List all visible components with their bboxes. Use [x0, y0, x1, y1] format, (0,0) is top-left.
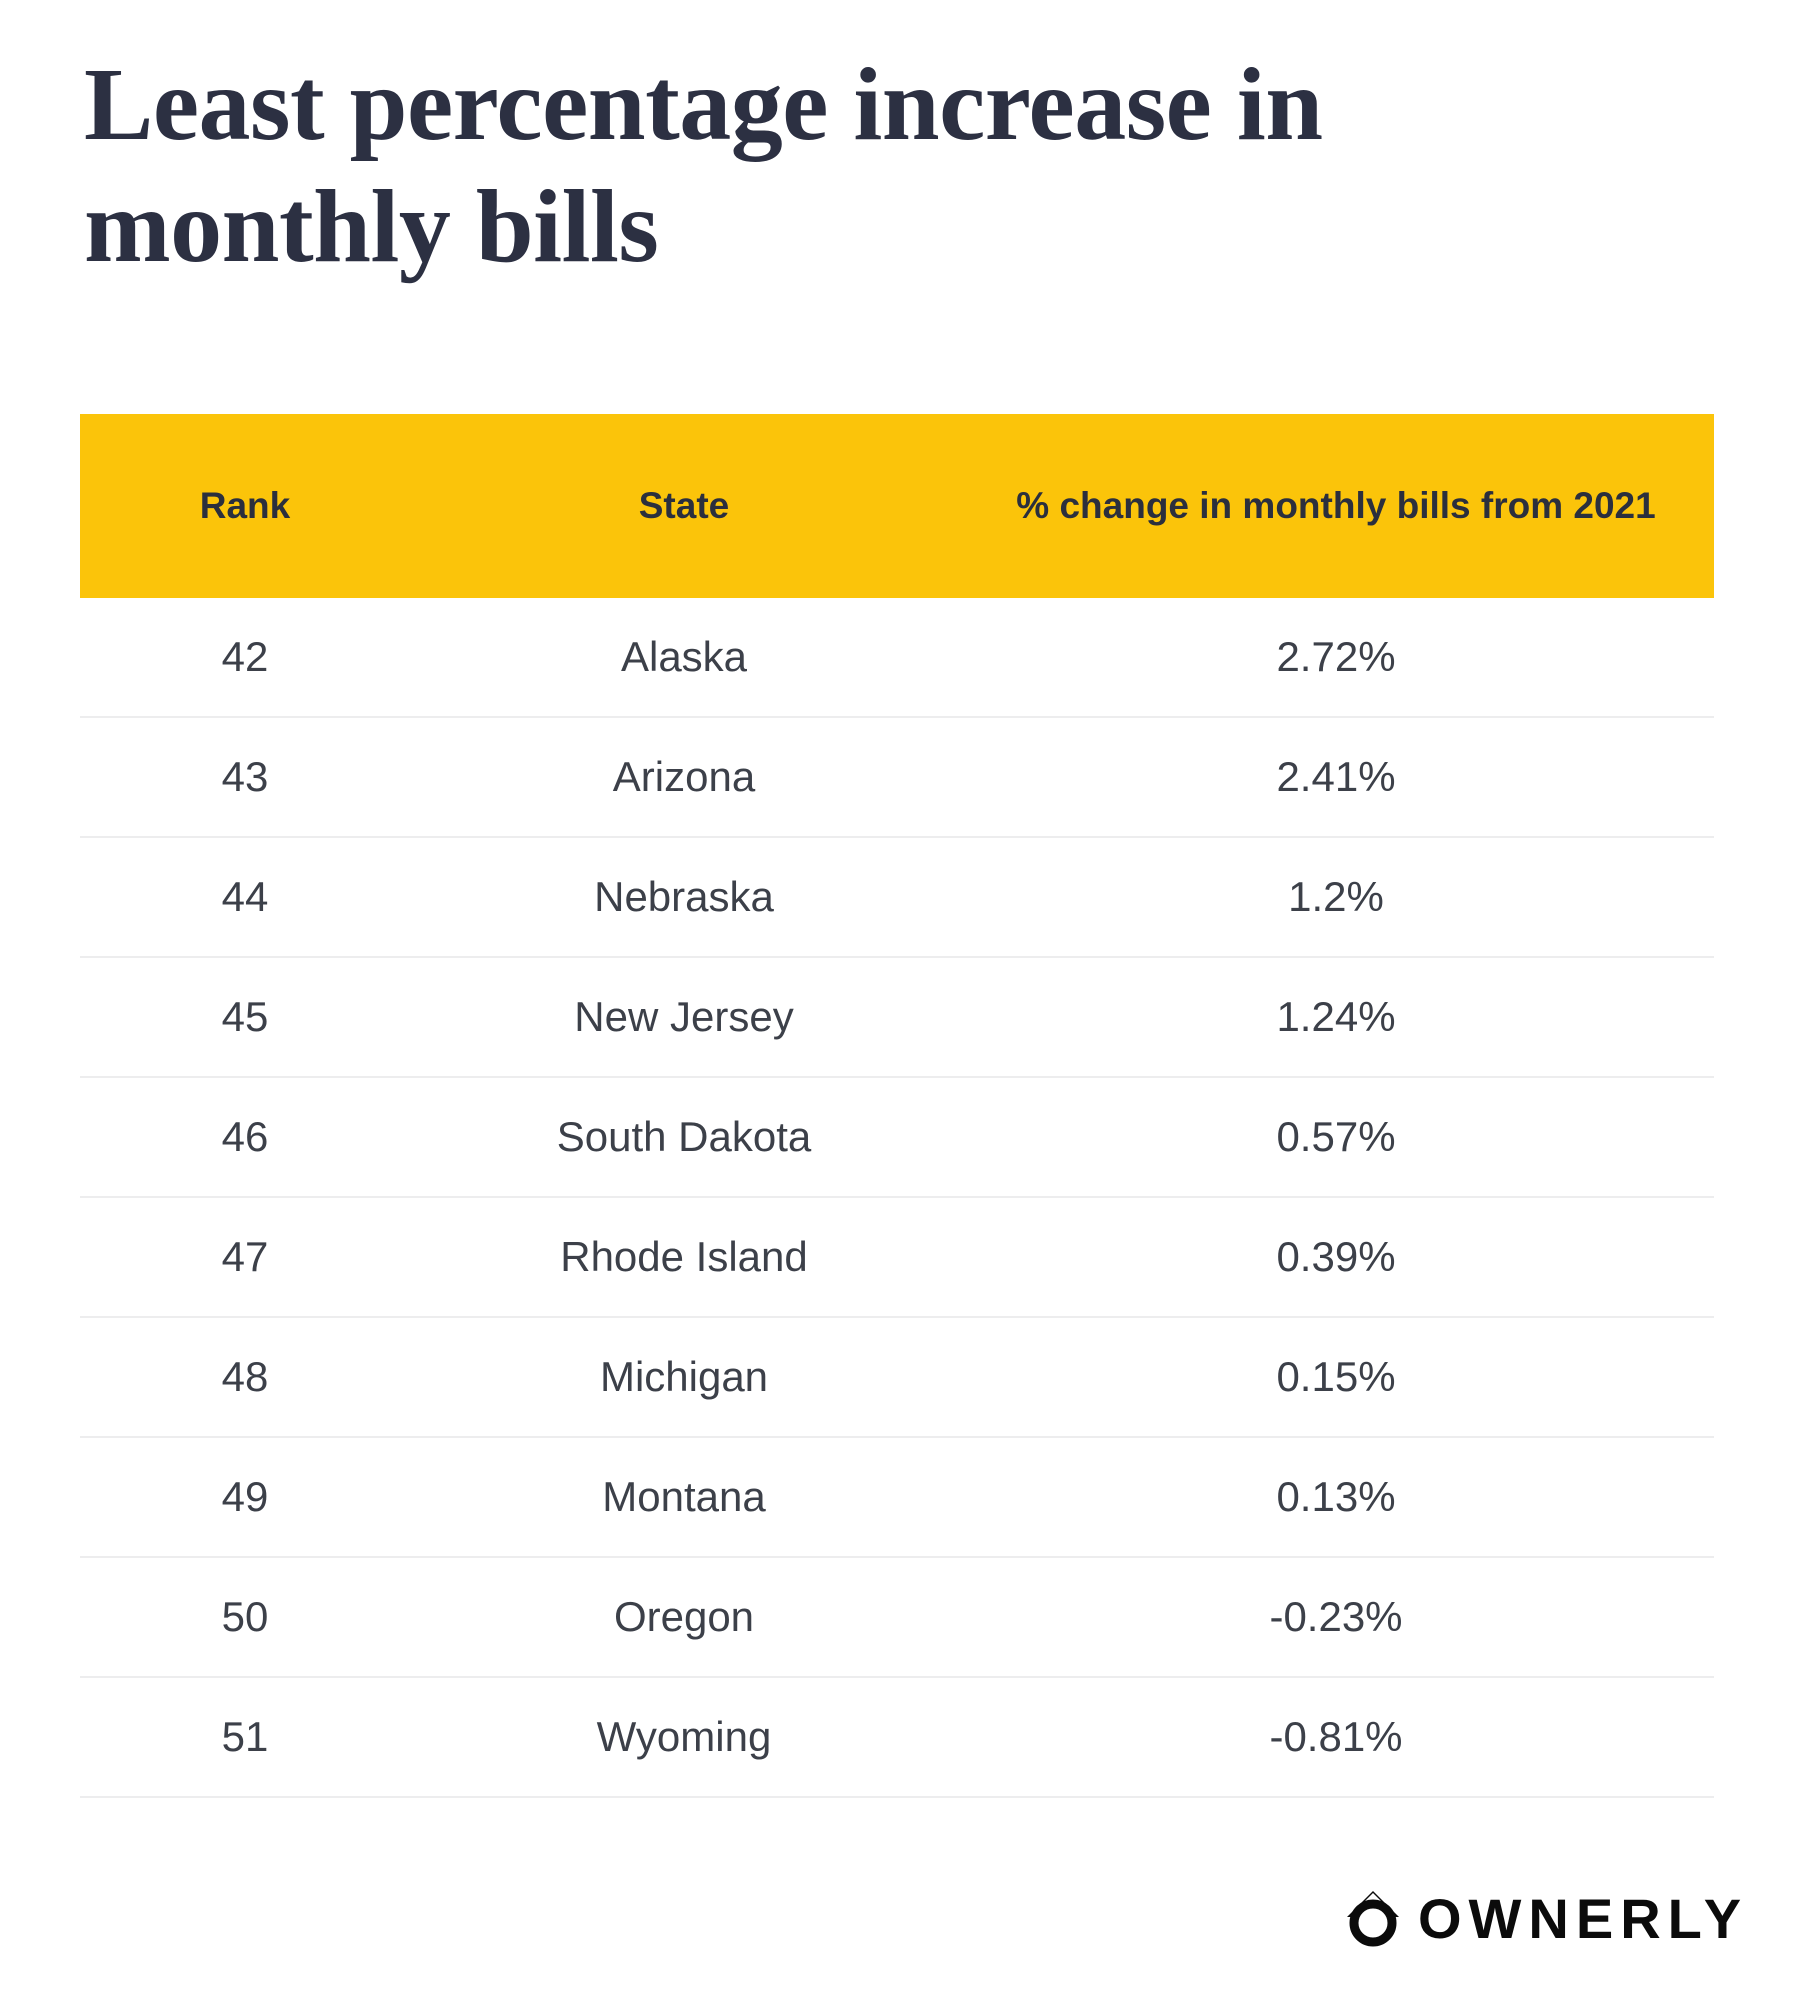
cell-state: Arizona: [612, 752, 756, 800]
table-row: 44 Nebraska 1.2%: [80, 837, 1714, 957]
column-header-state: State: [638, 485, 730, 527]
cell-rank: 45: [221, 992, 269, 1040]
brand-name: OWNERLY: [1418, 1887, 1749, 1950]
cell-state: Montana: [602, 1472, 766, 1520]
cell-pct: 0.57%: [1276, 1112, 1396, 1160]
cell-rank: 48: [221, 1352, 269, 1400]
column-header-pct-change: % change in monthly bills from 2021: [1016, 485, 1656, 527]
table-row: 42 Alaska 2.72%: [80, 598, 1714, 717]
table-row: 46 South Dakota 0.57%: [80, 1077, 1714, 1197]
cell-state: Rhode Island: [560, 1232, 808, 1280]
cell-state: Oregon: [613, 1592, 755, 1640]
cell-rank: 51: [221, 1712, 269, 1760]
rankings-table: Rank State % change in monthly bills fro…: [80, 414, 1714, 1798]
table-row: 47 Rhode Island 0.39%: [80, 1197, 1714, 1317]
cell-pct: 2.41%: [1276, 752, 1396, 800]
cell-rank: 50: [221, 1592, 269, 1640]
cell-rank: 44: [221, 872, 269, 920]
table-body: 42 Alaska 2.72% 43 Arizona 2.41% 44 Nebr…: [80, 598, 1714, 1797]
table-row: 45 New Jersey 1.24%: [80, 957, 1714, 1077]
cell-pct: 1.2%: [1288, 872, 1384, 920]
cell-pct: -0.81%: [1269, 1712, 1403, 1760]
page-title: Least percentage increase in monthly bil…: [84, 47, 1323, 284]
table-row: 51 Wyoming -0.81%: [80, 1677, 1714, 1797]
cell-rank: 47: [221, 1232, 269, 1280]
table-row: 49 Montana 0.13%: [80, 1437, 1714, 1557]
cell-pct: 1.24%: [1276, 992, 1396, 1040]
cell-state: South Dakota: [556, 1112, 812, 1160]
table-header-row: Rank State % change in monthly bills fro…: [80, 414, 1714, 598]
cell-pct: 2.72%: [1276, 632, 1396, 680]
cell-pct: -0.23%: [1269, 1592, 1403, 1640]
table-row: 48 Michigan 0.15%: [80, 1317, 1714, 1437]
cell-rank: 46: [221, 1112, 269, 1160]
table-row: 43 Arizona 2.41%: [80, 717, 1714, 837]
cell-state: Michigan: [599, 1352, 769, 1400]
cell-state: Nebraska: [594, 872, 774, 920]
cell-rank: 49: [221, 1472, 269, 1520]
cell-rank: 43: [221, 752, 269, 800]
title-block: Least percentage increase in monthly bil…: [84, 44, 1724, 287]
column-header-rank: Rank: [199, 485, 291, 527]
cell-pct: 0.39%: [1276, 1232, 1396, 1280]
cell-state: Wyoming: [596, 1712, 772, 1760]
brand-logo: OWNERLY: [1342, 1884, 1748, 1954]
cell-pct: 0.13%: [1276, 1472, 1396, 1520]
cell-pct: 0.15%: [1276, 1352, 1396, 1400]
table-container: Rank State % change in monthly bills fro…: [80, 414, 1714, 1798]
cell-rank: 42: [221, 632, 269, 680]
table-header: Rank State % change in monthly bills fro…: [80, 414, 1714, 598]
cell-state: New Jersey: [574, 992, 794, 1040]
table-row: 50 Oregon -0.23%: [80, 1557, 1714, 1677]
house-ring-icon: [1342, 1888, 1404, 1950]
cell-state: Alaska: [620, 632, 748, 680]
